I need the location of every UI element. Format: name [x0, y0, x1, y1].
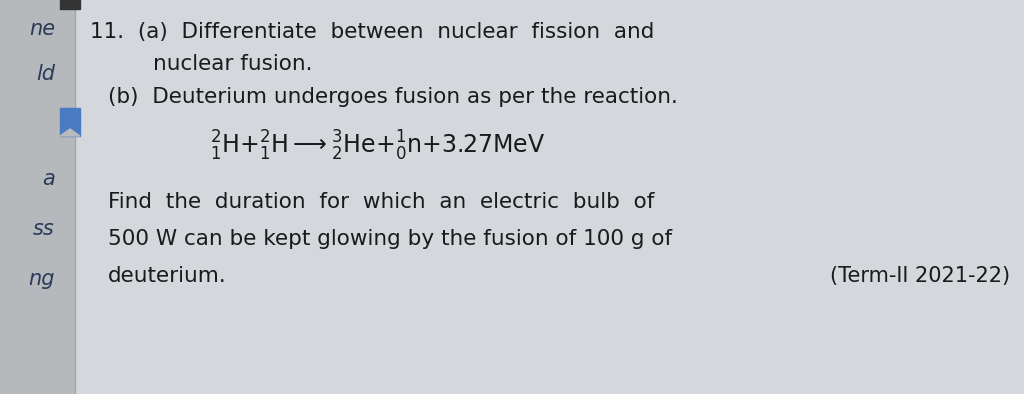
Text: ne: ne — [29, 19, 55, 39]
Bar — [0, 0, 75, 394]
Text: ld: ld — [36, 64, 55, 84]
Bar — [60, 0, 80, 9]
Text: $^{2}_{1}$H+$^{2}_{1}$H$\longrightarrow$$^{3}_{2}$He+$^{1}_{0}$n+3.27MeV: $^{2}_{1}$H+$^{2}_{1}$H$\longrightarrow$… — [210, 129, 546, 163]
Text: (b)  Deuterium undergoes fusion as per the reaction.: (b) Deuterium undergoes fusion as per th… — [108, 87, 678, 107]
Text: 11.  (a)  Differentiate  between  nuclear  fission  and: 11. (a) Differentiate between nuclear fi… — [90, 22, 654, 42]
Text: (Term-II 2021-22): (Term-II 2021-22) — [829, 266, 1010, 286]
Text: nuclear fusion.: nuclear fusion. — [153, 54, 312, 74]
Text: 500 W can be kept glowing by the fusion of 100 g of: 500 W can be kept glowing by the fusion … — [108, 229, 672, 249]
Text: ss: ss — [33, 219, 55, 239]
Bar — [60, 108, 80, 136]
Text: deuterium.: deuterium. — [108, 266, 226, 286]
Text: a: a — [42, 169, 55, 189]
Text: ng: ng — [29, 269, 55, 289]
Polygon shape — [60, 129, 80, 136]
Text: Find  the  duration  for  which  an  electric  bulb  of: Find the duration for which an electric … — [108, 192, 654, 212]
